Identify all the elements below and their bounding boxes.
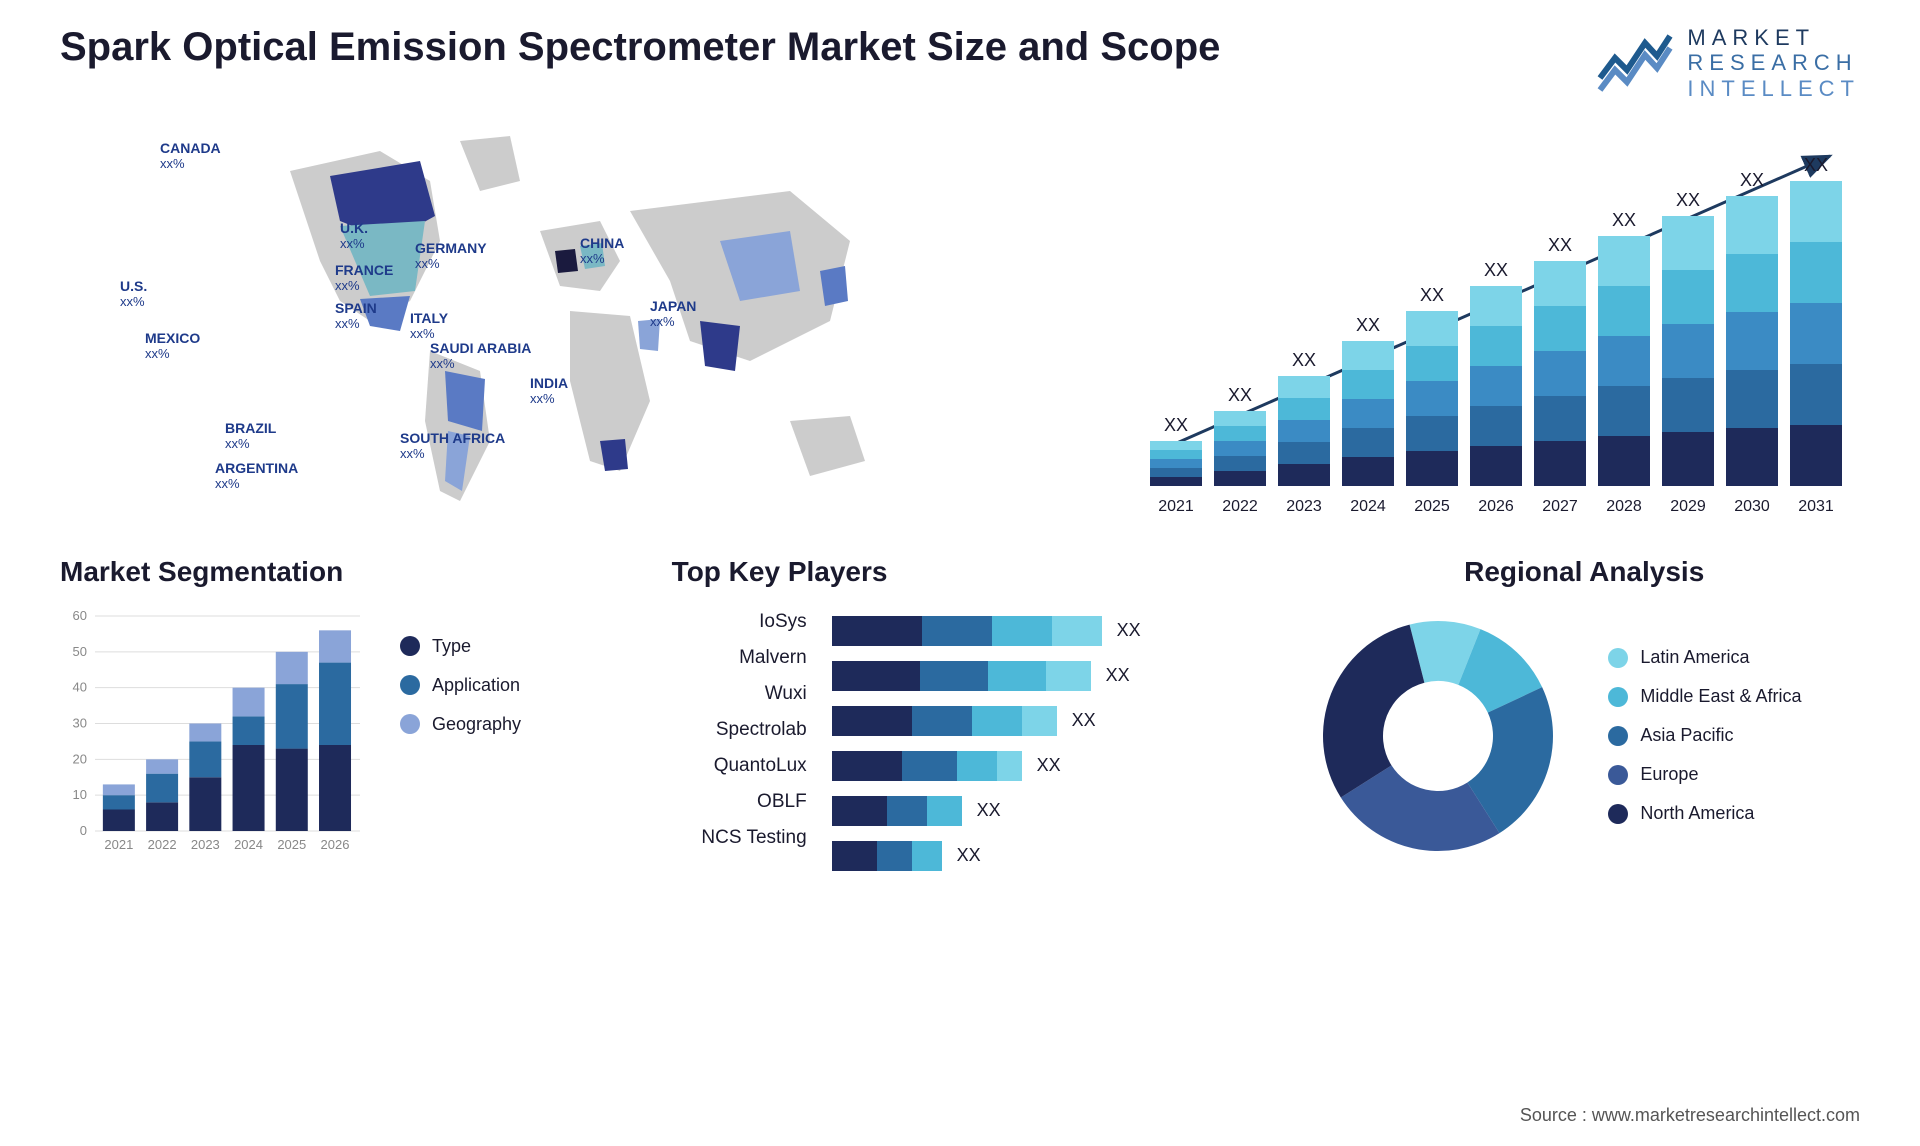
players-section: Top Key Players IoSys Malvern Wuxi Spectrol…	[672, 556, 1274, 871]
svg-text:2021: 2021	[104, 837, 133, 852]
player-value: XX	[957, 845, 981, 866]
source-attribution: Source : www.marketresearchintellect.com	[1520, 1105, 1860, 1126]
map-label: CANADAxx%	[160, 141, 221, 172]
player-bar-row: XX	[832, 706, 1274, 736]
svg-text:XX: XX	[1676, 190, 1700, 210]
svg-text:2022: 2022	[148, 837, 177, 852]
logo-line3: INTELLECT	[1687, 76, 1860, 101]
player-name: NCS Testing	[672, 827, 807, 849]
player-name: QuantoLux	[672, 755, 807, 777]
logo-mark-icon	[1595, 28, 1675, 98]
world-map: CANADAxx% U.S.xx% MEXICOxx% BRAZILxx% ARGENT…	[60, 121, 1100, 531]
map-label: U.S.xx%	[120, 279, 147, 310]
svg-text:2025: 2025	[277, 837, 306, 852]
map-label: GERMANYxx%	[415, 241, 487, 272]
svg-text:XX: XX	[1740, 170, 1764, 190]
map-label: SPAINxx%	[335, 301, 377, 332]
svg-text:10: 10	[73, 787, 87, 802]
map-label: INDIAxx%	[530, 376, 568, 407]
svg-text:XX: XX	[1484, 260, 1508, 280]
logo: MARKET RESEARCH INTELLECT	[1595, 25, 1860, 101]
svg-text:2024: 2024	[1350, 498, 1386, 515]
svg-text:XX: XX	[1420, 285, 1444, 305]
map-label: CHINAxx%	[580, 236, 624, 267]
map-label: U.K.xx%	[340, 221, 368, 252]
page-title: Spark Optical Emission Spectrometer Mark…	[60, 25, 1220, 70]
segmentation-chart: 0 10 20 30 40 50 60 2021 2022 2023 2024 2025 2026	[60, 606, 370, 856]
svg-text:XX: XX	[1292, 350, 1316, 370]
legend-item: Latin America	[1608, 647, 1801, 668]
map-label: JAPANxx%	[650, 299, 696, 330]
players-bars: XX XX XX XX XX XX	[832, 606, 1274, 871]
player-bar-row: XX	[832, 751, 1274, 781]
legend-item: North America	[1608, 803, 1801, 824]
svg-text:XX: XX	[1548, 235, 1572, 255]
player-name: IoSys	[672, 611, 807, 633]
regional-legend: Latin America Middle East & Africa Asia Pa…	[1608, 647, 1801, 824]
svg-text:XX: XX	[1164, 415, 1188, 435]
map-label: ITALYxx%	[410, 311, 448, 342]
legend-item: Middle East & Africa	[1608, 686, 1801, 707]
player-name: Spectrolab	[672, 719, 807, 741]
map-label: SOUTH AFRICAxx%	[400, 431, 505, 462]
regional-title: Regional Analysis	[1308, 556, 1860, 588]
svg-text:XX: XX	[1356, 315, 1380, 335]
svg-text:2023: 2023	[191, 837, 220, 852]
svg-text:2022: 2022	[1222, 498, 1258, 515]
map-label: BRAZILxx%	[225, 421, 276, 452]
player-bar-row: XX	[832, 616, 1274, 646]
svg-text:2027: 2027	[1542, 498, 1578, 515]
svg-text:0: 0	[80, 823, 87, 838]
logo-text: MARKET RESEARCH INTELLECT	[1687, 25, 1860, 101]
player-bar-row: XX	[832, 796, 1274, 826]
map-label: ARGENTINAxx%	[215, 461, 298, 492]
player-value: XX	[1072, 710, 1096, 731]
svg-text:2026: 2026	[1478, 498, 1514, 515]
svg-text:XX: XX	[1228, 385, 1252, 405]
map-label: SAUDI ARABIAxx%	[430, 341, 531, 372]
map-label: MEXICOxx%	[145, 331, 200, 362]
player-name: Wuxi	[672, 683, 807, 705]
svg-text:2021: 2021	[1158, 498, 1194, 515]
player-bar-row: XX	[832, 661, 1274, 691]
svg-text:60: 60	[73, 608, 87, 623]
growth-bar-chart: XX 2021 XX 2022 XX 2023 XX 2024 XX 2025 XX 2026 XX 20…	[1140, 121, 1860, 531]
segmentation-title: Market Segmentation	[60, 556, 637, 588]
svg-text:2023: 2023	[1286, 498, 1322, 515]
svg-text:40: 40	[73, 680, 87, 695]
legend-item: Type	[400, 636, 521, 657]
player-name: OBLF	[672, 791, 807, 813]
logo-line1: MARKET	[1687, 25, 1860, 50]
segmentation-section: Market Segmentation 0 10 20 30 40 50 60 2021 202…	[60, 556, 637, 871]
svg-text:50: 50	[73, 644, 87, 659]
player-name: Malvern	[672, 647, 807, 669]
svg-text:2026: 2026	[321, 837, 350, 852]
map-label: FRANCExx%	[335, 263, 393, 294]
player-bar-row: XX	[832, 841, 1274, 871]
svg-text:2031: 2031	[1798, 498, 1834, 515]
players-title: Top Key Players	[672, 556, 1274, 588]
svg-text:XX: XX	[1612, 210, 1636, 230]
regional-section: Regional Analysis Latin America Middle Ea…	[1308, 556, 1860, 871]
svg-text:2024: 2024	[234, 837, 263, 852]
logo-line2: RESEARCH	[1687, 50, 1860, 75]
svg-text:30: 30	[73, 715, 87, 730]
svg-text:20: 20	[73, 751, 87, 766]
legend-item: Europe	[1608, 764, 1801, 785]
legend-item: Geography	[400, 714, 521, 735]
regional-donut-chart	[1308, 606, 1568, 866]
player-value: XX	[1037, 755, 1061, 776]
svg-text:2028: 2028	[1606, 498, 1642, 515]
svg-text:2029: 2029	[1670, 498, 1706, 515]
legend-item: Asia Pacific	[1608, 725, 1801, 746]
svg-text:XX: XX	[1804, 155, 1828, 175]
legend-item: Application	[400, 675, 521, 696]
player-value: XX	[977, 800, 1001, 821]
svg-text:2025: 2025	[1414, 498, 1450, 515]
segmentation-legend: Type Application Geography	[400, 606, 521, 735]
player-value: XX	[1106, 665, 1130, 686]
players-list: IoSys Malvern Wuxi Spectrolab QuantoLux OBLF N…	[672, 606, 807, 871]
player-value: XX	[1117, 620, 1141, 641]
svg-text:2030: 2030	[1734, 498, 1770, 515]
